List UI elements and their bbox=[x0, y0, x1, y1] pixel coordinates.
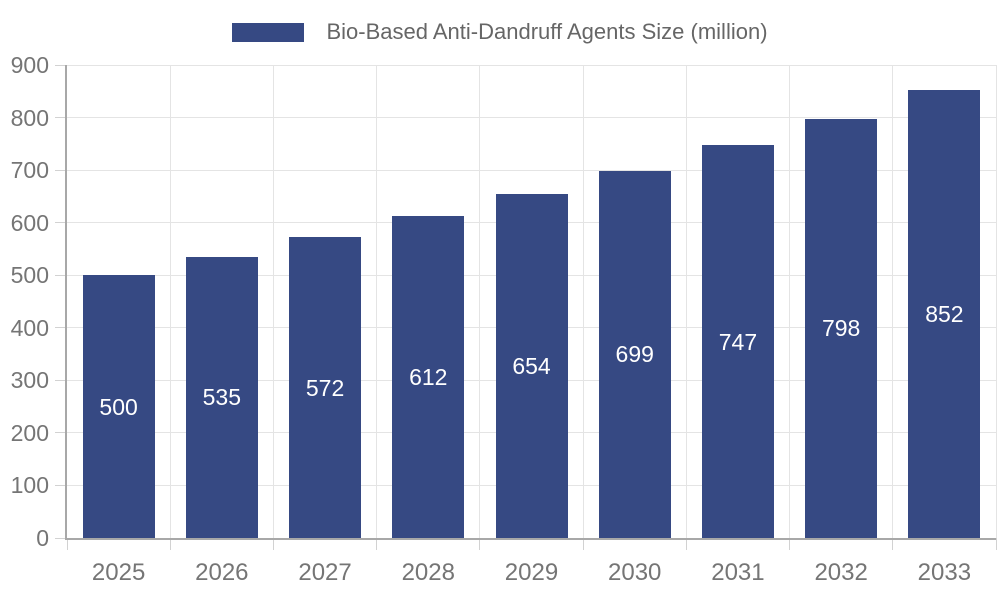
x-gridline bbox=[582, 65, 584, 538]
bar-2025[interactable]: 500 bbox=[82, 275, 155, 538]
x-axis-tick-label: 2031 bbox=[711, 559, 765, 586]
y-axis-tick-label: 100 bbox=[10, 472, 49, 499]
y-axis-tick-label: 900 bbox=[10, 52, 49, 78]
x-axis-tick bbox=[995, 538, 997, 550]
y-gridline bbox=[67, 117, 996, 119]
x-gridline bbox=[479, 65, 481, 538]
bar-2027[interactable]: 572 bbox=[289, 237, 362, 538]
bar-2030[interactable]: 699 bbox=[598, 170, 671, 538]
bar-value-label: 798 bbox=[821, 315, 861, 342]
bar-2033[interactable]: 852 bbox=[908, 90, 981, 538]
y-axis-tick bbox=[55, 117, 65, 119]
y-axis-tick bbox=[55, 537, 65, 539]
legend: Bio-Based Anti-Dandruff Agents Size (mil… bbox=[0, 18, 1000, 46]
y-axis-tick-label: 200 bbox=[10, 419, 49, 446]
x-axis-tick bbox=[479, 538, 481, 550]
legend-label: Bio-Based Anti-Dandruff Agents Size (mil… bbox=[326, 19, 768, 44]
y-axis-tick-label: 700 bbox=[10, 157, 49, 184]
y-axis-tick bbox=[55, 169, 65, 171]
bar-value-label: 500 bbox=[99, 393, 138, 420]
y-axis-tick bbox=[55, 222, 65, 224]
legend-swatch-icon bbox=[232, 22, 305, 42]
bar-2031[interactable]: 747 bbox=[701, 145, 774, 538]
x-axis-tick bbox=[376, 538, 378, 550]
y-axis-tick bbox=[55, 327, 65, 329]
bar-value-label: 535 bbox=[202, 384, 242, 411]
x-axis-tick bbox=[66, 538, 68, 550]
x-axis-tick bbox=[789, 538, 791, 550]
bar-value-label: 612 bbox=[409, 364, 448, 391]
y-axis-tick bbox=[55, 484, 65, 486]
y-axis-tick bbox=[55, 432, 65, 434]
bar-2026[interactable]: 535 bbox=[185, 256, 258, 538]
x-axis-tick-label: 2027 bbox=[298, 559, 352, 586]
x-axis-tick bbox=[685, 538, 687, 550]
x-axis-tick-label: 2030 bbox=[608, 559, 662, 586]
y-axis-tick bbox=[55, 379, 65, 381]
bar-value-label: 747 bbox=[718, 328, 758, 355]
x-axis-tick bbox=[582, 538, 584, 550]
y-axis-tick-label: 300 bbox=[10, 367, 49, 394]
bar-2029[interactable]: 654 bbox=[495, 194, 568, 538]
y-axis-tick-label: 600 bbox=[10, 209, 49, 236]
plot-area: 0 100 200 300 400 500 600 700 800 900 500 2025 535 20… bbox=[11, 52, 997, 586]
x-gridline bbox=[995, 65, 997, 538]
y-axis-tick-label: 800 bbox=[10, 104, 49, 131]
x-axis-tick bbox=[892, 538, 894, 550]
y-axis-tick bbox=[55, 274, 65, 276]
x-gridline bbox=[376, 65, 378, 538]
bar-value-label: 699 bbox=[615, 341, 654, 368]
y-axis-tick-label: 500 bbox=[10, 262, 49, 289]
x-gridline bbox=[272, 65, 274, 538]
y-axis-line bbox=[65, 65, 67, 538]
x-axis-tick bbox=[169, 538, 171, 550]
y-axis-tick-label: 0 bbox=[36, 525, 49, 551]
bar-value-label: 852 bbox=[925, 301, 964, 328]
x-axis-line bbox=[65, 538, 996, 540]
x-axis-tick bbox=[272, 538, 274, 550]
y-gridline bbox=[67, 64, 996, 66]
x-gridline bbox=[685, 65, 687, 538]
x-axis-tick-label: 2032 bbox=[814, 559, 868, 586]
x-gridline bbox=[169, 65, 171, 538]
x-axis-tick-label: 2028 bbox=[401, 559, 455, 586]
bar-value-label: 572 bbox=[305, 374, 345, 401]
bar-2032[interactable]: 798 bbox=[805, 118, 878, 538]
legend-item[interactable]: Bio-Based Anti-Dandruff Agents Size (mil… bbox=[232, 18, 768, 46]
y-gridline bbox=[67, 169, 996, 171]
bar-2028[interactable]: 612 bbox=[392, 216, 465, 538]
bar-value-label: 654 bbox=[512, 353, 551, 380]
x-axis-tick-label: 2029 bbox=[504, 559, 559, 586]
x-gridline bbox=[892, 65, 894, 538]
x-axis-tick-label: 2025 bbox=[91, 559, 146, 586]
x-axis-tick-label: 2026 bbox=[195, 559, 249, 586]
x-gridline bbox=[789, 65, 791, 538]
y-axis-tick-label: 400 bbox=[10, 314, 49, 341]
y-axis-tick bbox=[55, 64, 65, 66]
x-axis-tick-label: 2033 bbox=[917, 559, 972, 586]
